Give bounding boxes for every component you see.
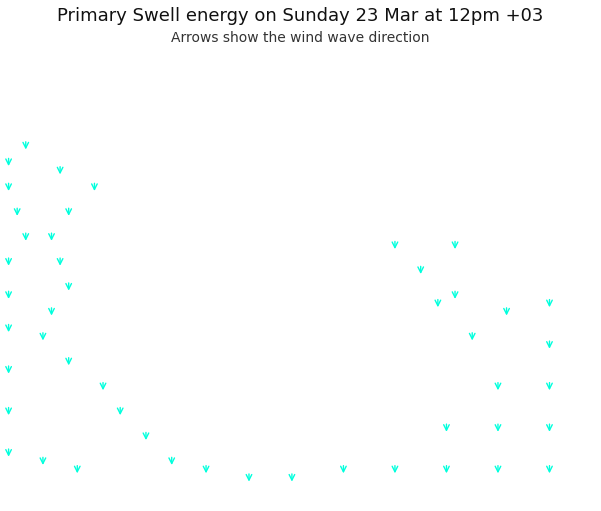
Text: Arrows show the wind wave direction: Arrows show the wind wave direction (171, 31, 430, 44)
Text: Primary Swell energy on Sunday 23 Mar at 12pm +03: Primary Swell energy on Sunday 23 Mar at… (57, 7, 544, 25)
